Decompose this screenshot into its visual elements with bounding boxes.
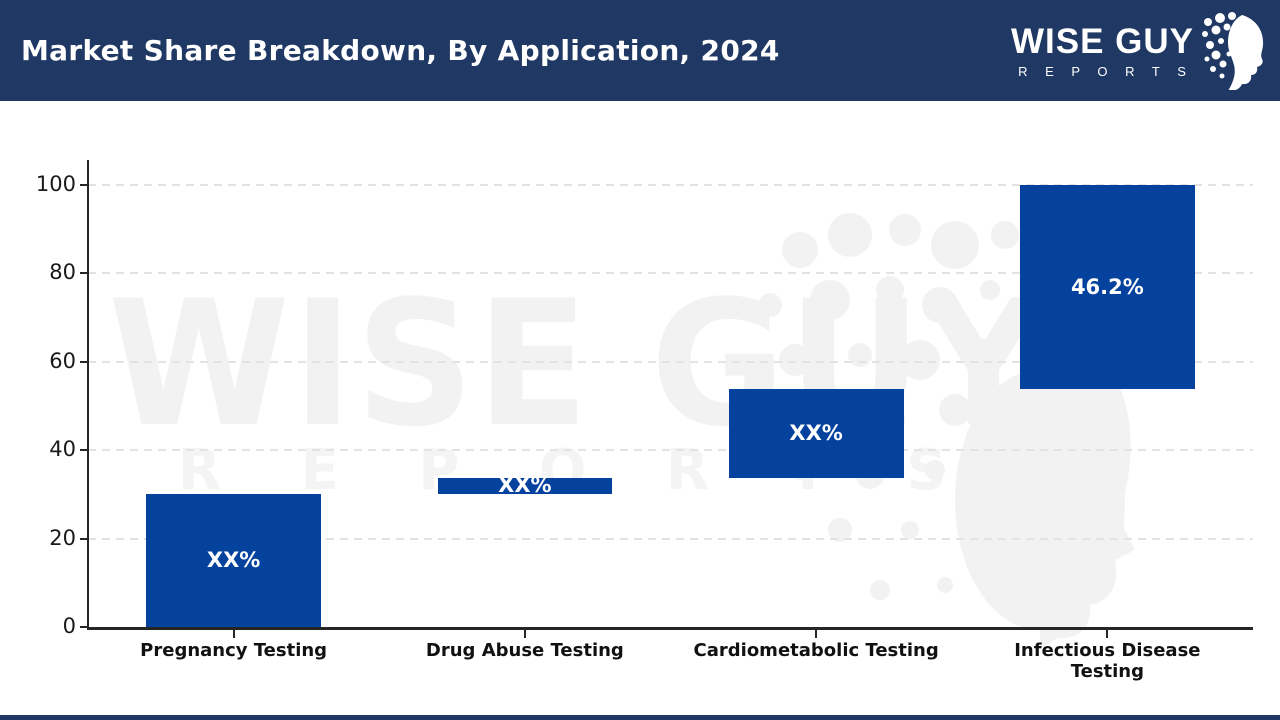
y-tick-label: 40: [49, 437, 76, 462]
y-tick-mark: [80, 184, 88, 186]
brand-subtitle: R E P O R T S: [1018, 63, 1193, 79]
y-gridline: [88, 272, 1253, 275]
x-category-label: Drug Abuse Testing: [425, 640, 624, 661]
x-tick-mark: [1106, 630, 1109, 638]
y-tick-label: 80: [49, 260, 76, 285]
brand-name: WISE GUY: [1010, 21, 1194, 61]
footer-bar: [0, 715, 1280, 720]
brand-face-icon: [1202, 11, 1264, 90]
y-gridline: [88, 184, 1253, 186]
y-tick-mark: [80, 360, 88, 363]
x-tick-mark: [815, 630, 818, 638]
y-tick-mark: [80, 449, 88, 452]
x-tick-mark: [232, 630, 235, 638]
header-bar: Market Share Breakdown, By Application, …: [0, 0, 1280, 101]
page-title: Market Share Breakdown, By Application, …: [21, 34, 780, 67]
y-tick-mark: [80, 537, 88, 540]
y-axis-line: [87, 160, 89, 630]
y-tick-label: 60: [49, 348, 76, 373]
y-tick-label: 100: [35, 172, 76, 196]
bar-infectious-disease-testing: 46.2%: [1020, 185, 1195, 390]
brand-logo: WISE GUY R E P O R T S: [1011, 11, 1266, 90]
y-gridline: [88, 449, 1253, 452]
y-tick-mark: [80, 626, 88, 628]
bar-value-label: XX%: [789, 420, 843, 445]
bar-value-label: XX%: [206, 548, 261, 573]
bar-drug-abuse-testing: XX%: [437, 473, 613, 498]
bar-cardiometabolic-testing: XX%: [728, 389, 904, 478]
x-category-label: Infectious Disease Testing: [1014, 640, 1201, 682]
y-gridline: [88, 360, 1253, 363]
y-gridline: [88, 537, 1253, 540]
y-tick-mark: [80, 272, 88, 275]
bar-value-label: 46.2%: [1070, 274, 1144, 299]
x-axis-line: [88, 627, 1253, 630]
x-tick-mark: [523, 630, 526, 638]
y-tick-label: 20: [49, 525, 76, 550]
bar-pregnancy-testing: XX%: [146, 494, 321, 627]
brand-logo-text: WISE GUY R E P O R T S: [1011, 24, 1194, 78]
x-category-label: Pregnancy Testing: [140, 640, 328, 661]
bar-value-label: XX%: [498, 473, 552, 498]
x-category-label: Cardiometabolic Testing: [693, 640, 939, 661]
y-tick-label: 0: [62, 614, 76, 638]
watermark-face-dots: [758, 213, 1135, 648]
